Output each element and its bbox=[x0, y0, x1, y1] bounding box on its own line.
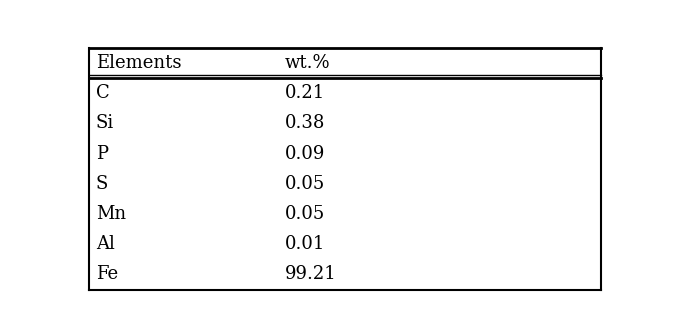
Text: Elements: Elements bbox=[96, 54, 181, 72]
Text: S: S bbox=[96, 175, 108, 193]
Text: Mn: Mn bbox=[96, 205, 126, 223]
Text: P: P bbox=[96, 145, 108, 163]
Text: 99.21: 99.21 bbox=[285, 266, 337, 284]
Text: Si: Si bbox=[96, 114, 114, 132]
Text: 0.01: 0.01 bbox=[285, 235, 326, 253]
Text: 0.09: 0.09 bbox=[285, 145, 326, 163]
Text: 0.05: 0.05 bbox=[285, 175, 326, 193]
Text: C: C bbox=[96, 84, 109, 102]
Text: Al: Al bbox=[96, 235, 115, 253]
Text: 0.38: 0.38 bbox=[285, 114, 326, 132]
Text: Fe: Fe bbox=[96, 266, 118, 284]
Text: 0.05: 0.05 bbox=[285, 205, 326, 223]
Text: 0.21: 0.21 bbox=[285, 84, 326, 102]
Text: wt.%: wt.% bbox=[285, 54, 331, 72]
